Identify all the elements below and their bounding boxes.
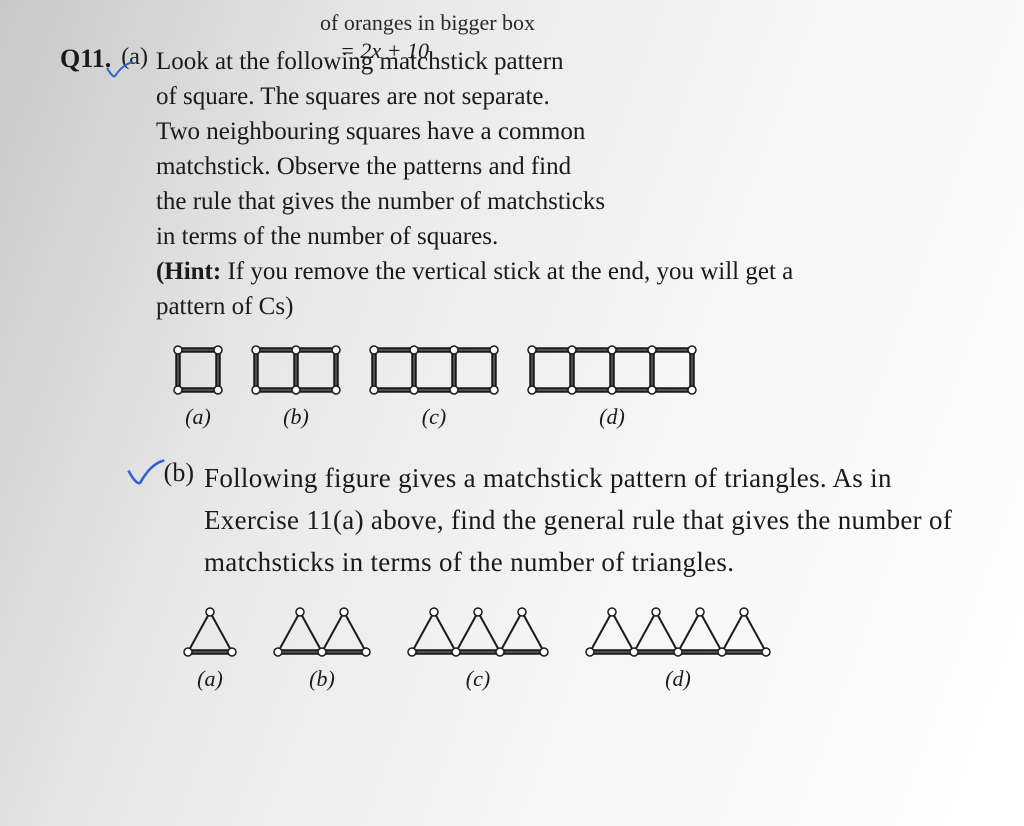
checkmark-icon [105, 60, 135, 80]
figure-column: (c) [366, 342, 502, 430]
figure-label: (c) [466, 666, 490, 692]
figure-label: (d) [599, 404, 625, 430]
figure-column: (d) [582, 604, 774, 692]
figure-label: (b) [309, 666, 335, 692]
squares-figures-row: (a) (b) (c) (d) [170, 342, 984, 430]
hint-label: (Hint: [156, 258, 221, 285]
part-a-line: Two neighbouring squares have a common [156, 118, 585, 145]
part-a-line: of square. The squares are not separate. [156, 83, 550, 110]
part-a-body: Look at the following matchstick pattern… [156, 44, 856, 324]
figure-label: (d) [665, 666, 691, 692]
part-b-label: (b) [164, 458, 194, 488]
part-b-body: Following figure gives a matchstick patt… [204, 458, 984, 584]
square-pattern-3 [366, 342, 502, 398]
part-a-line: in terms of the number of squares. [156, 223, 498, 250]
question-b-row: (b) Following figure gives a matchstick … [125, 458, 984, 584]
figure-column: (a) [170, 342, 226, 430]
checkmark-icon [125, 454, 168, 494]
question-number: Q11. [60, 44, 111, 74]
part-a-line: matchstick. Observe the patterns and fin… [156, 153, 571, 180]
hint-text: If you remove the vertical stick at the … [156, 258, 793, 320]
triangle-pattern-4 [582, 604, 774, 660]
figure-label: (b) [283, 404, 309, 430]
figure-label: (c) [422, 404, 446, 430]
triangle-pattern-1 [180, 604, 240, 660]
triangle-pattern-2 [270, 604, 374, 660]
figure-column: (b) [270, 604, 374, 692]
question-a-row: Q11. (a) Look at the following matchstic… [60, 14, 984, 324]
triangle-pattern-3 [404, 604, 552, 660]
square-pattern-2 [248, 342, 344, 398]
square-pattern-1 [170, 342, 226, 398]
figure-column: (b) [248, 342, 344, 430]
figure-column: (a) [180, 604, 240, 692]
part-a-line: Look at the following matchstick pattern [156, 48, 564, 75]
triangles-figures-row: (a) (b) (c) (d) [180, 604, 984, 692]
figure-label: (a) [185, 404, 211, 430]
square-pattern-4 [524, 342, 700, 398]
part-a-line: the rule that gives the number of matchs… [156, 188, 605, 215]
figure-column: (c) [404, 604, 552, 692]
figure-column: (d) [524, 342, 700, 430]
figure-label: (a) [197, 666, 223, 692]
